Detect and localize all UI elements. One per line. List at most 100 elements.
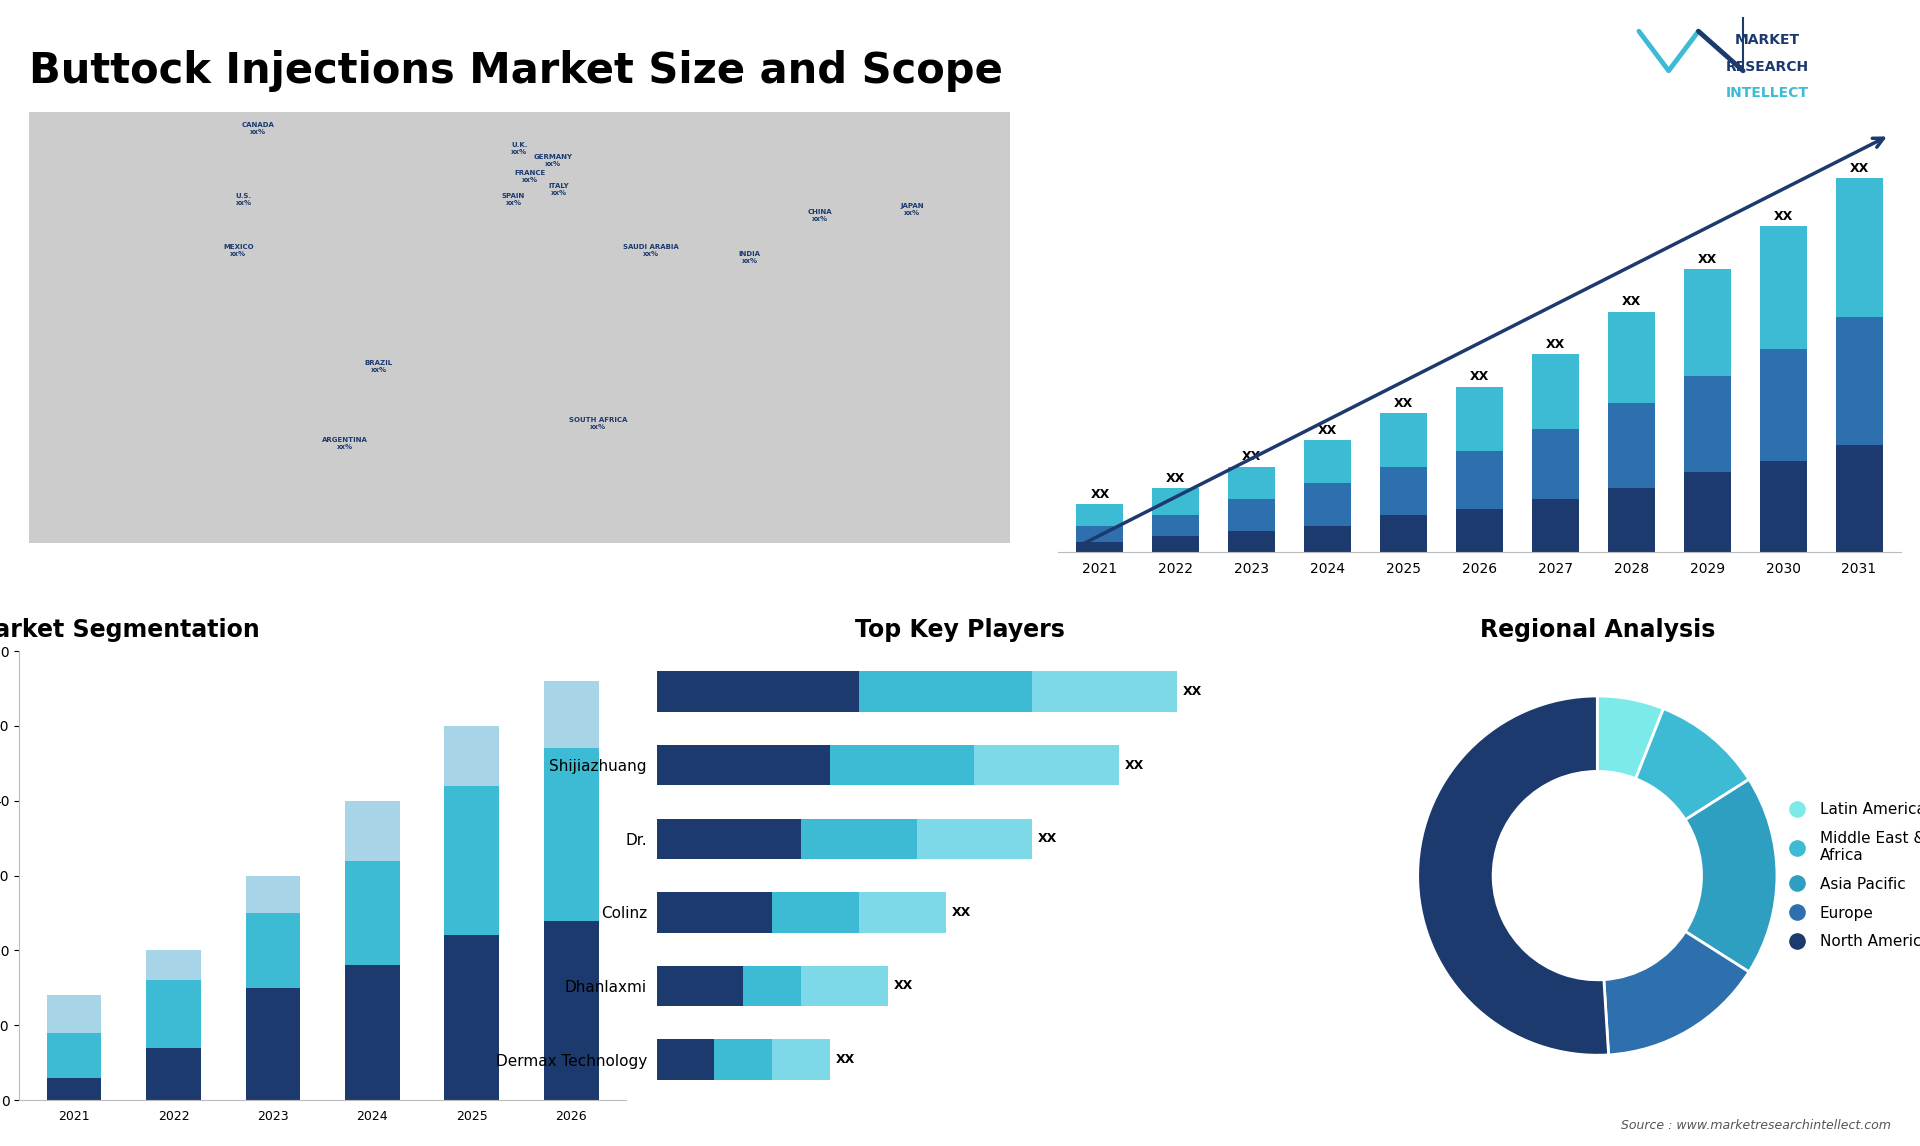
Bar [1684,472,1730,552]
Bar [1607,312,1655,402]
Bar [1229,499,1275,531]
Bar [1532,430,1578,499]
Text: XX: XX [1091,488,1110,501]
Bar [543,920,599,1100]
Text: Market Segmentation: Market Segmentation [0,618,259,642]
Legend: Type, Application, Geography: Type, Application, Geography [647,659,795,760]
Bar [1229,531,1275,552]
FancyBboxPatch shape [29,112,1010,543]
Bar [801,818,916,860]
Bar [657,818,801,860]
Bar [975,745,1119,785]
Bar [743,966,801,1006]
Text: XX: XX [835,1053,854,1066]
Bar [1684,376,1730,472]
Bar [46,1033,102,1077]
Title: Top Key Players: Top Key Players [854,618,1066,642]
Bar [657,672,858,712]
Bar [1229,466,1275,499]
Bar [772,892,858,933]
Bar [146,980,202,1047]
Text: CANADA
xx%: CANADA xx% [242,123,275,135]
Bar [714,1039,772,1080]
Bar [801,966,887,1006]
Bar [543,748,599,920]
Bar [46,996,102,1033]
Text: XX: XX [1622,296,1642,308]
Legend: Latin America, Middle East &
Africa, Asia Pacific, Europe, North America: Latin America, Middle East & Africa, Asi… [1776,795,1920,956]
Text: XX: XX [1697,252,1716,266]
Bar [1304,482,1352,526]
Bar [657,892,772,933]
Bar [1380,515,1427,552]
Bar [1380,466,1427,515]
Bar [1759,462,1807,552]
Text: Buttock Injections Market Size and Scope: Buttock Injections Market Size and Scope [29,50,1002,93]
Bar [444,935,499,1100]
Bar [1455,386,1503,450]
Text: ITALY
xx%: ITALY xx% [549,183,568,196]
Text: XX: XX [1394,397,1413,410]
Bar [1607,488,1655,552]
Bar [346,861,399,965]
Bar [1836,446,1884,552]
Text: XX: XX [1546,338,1565,351]
Bar [444,786,499,935]
Bar [1152,515,1200,536]
Bar [1836,317,1884,446]
Text: RESEARCH: RESEARCH [1726,60,1809,73]
Bar [657,966,743,1006]
Text: SOUTH AFRICA
xx%: SOUTH AFRICA xx% [568,417,628,431]
Text: XX: XX [950,905,972,919]
Bar [246,913,300,988]
Bar [1759,350,1807,462]
Bar [858,892,945,933]
Text: SAUDI ARABIA
xx%: SAUDI ARABIA xx% [624,244,680,257]
Bar [916,818,1033,860]
Bar [346,965,399,1100]
Text: INDIA
xx%: INDIA xx% [739,251,760,264]
Text: FRANCE
xx%: FRANCE xx% [515,171,545,183]
Wedge shape [1597,696,1663,779]
Bar [829,745,975,785]
Bar [657,745,829,785]
Bar [1455,510,1503,552]
Bar [46,1077,102,1100]
Wedge shape [1417,696,1609,1055]
Bar [1532,354,1578,430]
Bar [1304,526,1352,552]
Wedge shape [1686,779,1776,972]
Bar [1077,504,1123,526]
Bar [444,725,499,786]
Bar [346,801,399,861]
Bar [772,1039,829,1080]
Text: INTELLECT: INTELLECT [1726,86,1809,100]
Text: XX: XX [893,980,912,992]
Text: XX: XX [1183,685,1202,698]
Wedge shape [1636,708,1749,819]
Bar [1532,499,1578,552]
Text: JAPAN
xx%: JAPAN xx% [900,203,924,215]
Bar [1077,526,1123,542]
Text: SPAIN
xx%: SPAIN xx% [501,193,526,206]
Text: XX: XX [1471,370,1490,383]
Wedge shape [1603,932,1749,1055]
Text: BRAZIL
xx%: BRAZIL xx% [365,360,394,372]
Bar [1836,178,1884,317]
Text: MARKET: MARKET [1734,33,1799,47]
Bar [858,672,1033,712]
Text: XX: XX [1774,210,1793,223]
Text: ARGENTINA
xx%: ARGENTINA xx% [323,437,369,449]
Text: XX: XX [1125,759,1144,771]
Text: U.K.
xx%: U.K. xx% [511,142,528,155]
Text: XX: XX [1165,472,1185,485]
Text: MEXICO
xx%: MEXICO xx% [223,244,253,257]
Bar [543,681,599,748]
Text: U.S.
xx%: U.S. xx% [236,193,252,206]
Bar [1304,440,1352,482]
Bar [246,876,300,913]
Bar [146,1047,202,1100]
Title: Regional Analysis: Regional Analysis [1480,618,1715,642]
Text: XX: XX [1242,450,1261,463]
Bar [146,950,202,980]
